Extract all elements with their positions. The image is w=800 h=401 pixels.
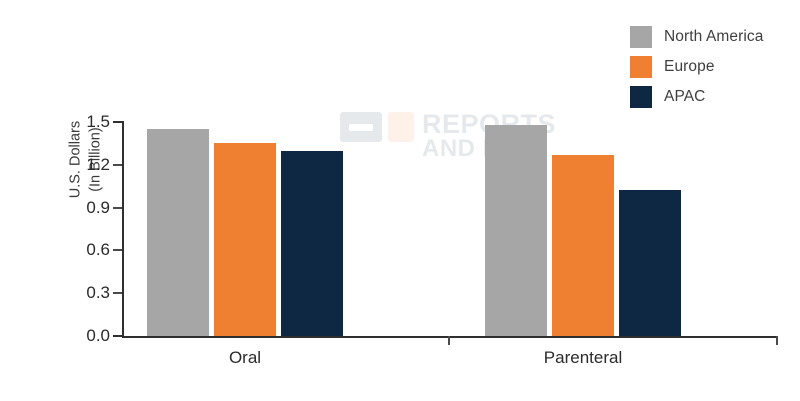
legend-swatch-apac	[630, 86, 652, 108]
y-axis-tick-label: 1.2	[86, 154, 110, 174]
legend-label-europe: Europe	[664, 58, 715, 75]
x-axis-tick	[448, 336, 450, 345]
legend-item-apac[interactable]: APAC	[630, 82, 800, 112]
x-axis-line	[122, 336, 778, 338]
y-axis-tick	[113, 335, 122, 337]
bar[interactable]	[214, 143, 276, 336]
y-axis-tick-label: 0.6	[86, 240, 110, 260]
bar[interactable]	[485, 124, 547, 336]
chart-legend: North America Europe APAC	[630, 22, 800, 112]
y-axis-tick	[113, 292, 122, 295]
legend-swatch-north-america	[630, 26, 652, 48]
y-axis-tick	[113, 206, 122, 209]
y-axis-title-line1: U.S. Dollars	[67, 120, 84, 199]
y-axis-tick-label: 0.9	[86, 197, 110, 217]
legend-label-north-america: North America	[664, 28, 764, 45]
bar[interactable]	[552, 154, 614, 336]
x-axis-category-label: Parenteral	[543, 348, 623, 367]
y-axis-tick-label: 1.5	[86, 112, 110, 131]
x-axis-tick	[776, 336, 778, 345]
y-axis-tick-label: 0.3	[86, 283, 110, 303]
y-axis-tick	[113, 121, 122, 123]
x-axis-category-label: Oral	[228, 348, 262, 367]
legend-label-apac: APAC	[664, 88, 706, 105]
y-axis-tick-label: 0.0	[86, 326, 110, 345]
y-axis-tick	[113, 163, 122, 166]
legend-swatch-europe	[630, 56, 652, 78]
plot-area: 0.0 0.3 0.6 0.9 1.2 1.5	[86, 112, 778, 345]
legend-item-europe[interactable]: Europe	[630, 52, 800, 82]
bar[interactable]	[619, 190, 681, 336]
bar[interactable]	[281, 150, 343, 336]
y-axis-line	[122, 121, 124, 337]
bar[interactable]	[147, 129, 209, 336]
legend-item-north-america[interactable]: North America	[630, 22, 800, 52]
y-axis-tick	[113, 249, 122, 252]
